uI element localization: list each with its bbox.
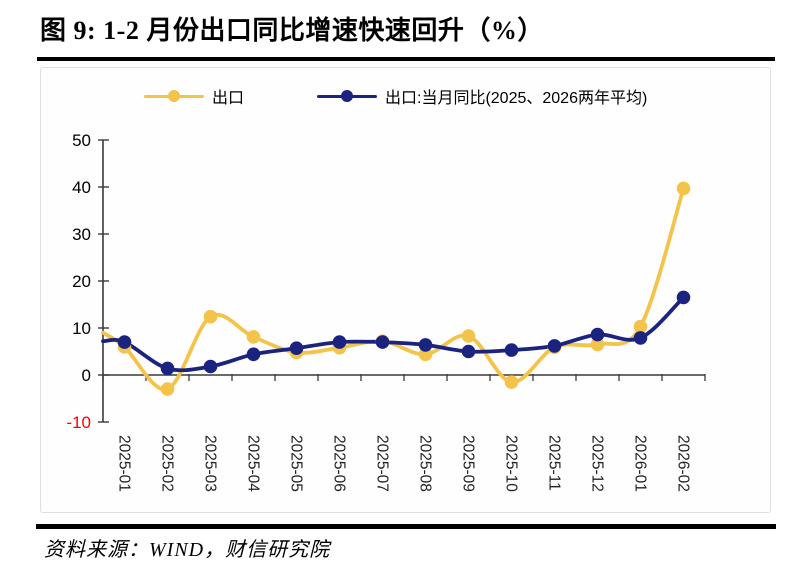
y-axis-label: -10 — [66, 413, 91, 432]
series-1-point-2025-11 — [547, 339, 562, 353]
series-1-point-2025-08 — [418, 338, 433, 352]
x-axis-label: 2025-12 — [589, 435, 606, 492]
x-axis-label: 2025-05 — [288, 435, 305, 492]
x-axis-label: 2025-11 — [546, 435, 563, 491]
x-axis-label: 2025-08 — [417, 435, 434, 492]
title-divider — [37, 57, 775, 61]
series-0-point-2026-01 — [633, 319, 648, 334]
x-axis-label: 2025-02 — [159, 435, 176, 492]
series-1-point-2025-05 — [289, 341, 304, 356]
y-axis-label: 40 — [72, 178, 91, 197]
legend-item-1: 出口:当月同比(2025、2026两年平均) — [317, 85, 647, 107]
series-1-point-2025-09 — [461, 344, 476, 359]
y-axis-label: 10 — [72, 319, 91, 338]
x-axis-label: 2025-06 — [331, 435, 348, 492]
y-axis-label: 50 — [72, 131, 91, 150]
series-0-point-2025-04 — [246, 330, 261, 344]
x-axis-label: 2026-02 — [675, 435, 692, 492]
legend-label: 出口:当月同比(2025、2026两年平均) — [385, 90, 648, 107]
legend-marker-icon — [317, 85, 377, 107]
x-axis-label: 2025-09 — [460, 435, 477, 492]
series-1-point-2025-03 — [203, 359, 218, 374]
series-1-point-2026-01 — [633, 331, 648, 345]
y-axis-label: 20 — [72, 272, 91, 291]
x-axis-label: 2026-01 — [632, 435, 649, 492]
legend-label: 出口 — [212, 90, 245, 107]
data-source-note: 资料来源：WIND，财信研究院 — [44, 539, 331, 561]
series-1-point-2025-04 — [246, 347, 261, 362]
x-axis-label: 2025-10 — [503, 435, 520, 492]
chart-area: 出口 出口:当月同比(2025、2026两年平均) 50 40 30 20 10 0 -10 2… — [40, 67, 771, 513]
series-0-point-2025-12 — [590, 337, 605, 352]
x-axis-label: 2025-03 — [202, 435, 219, 492]
legend-marker-icon — [144, 85, 204, 107]
series-0-point-2025-03 — [203, 309, 218, 324]
series-1-point-2026-02 — [676, 290, 691, 305]
series-0-point-2025-09 — [461, 329, 476, 343]
series-1-point-2025-06 — [332, 335, 347, 349]
series-1-point-2025-02 — [160, 361, 175, 376]
chart-title: 图 9: 1-2 月份出口同比增速快速回升（%） — [40, 16, 544, 45]
x-axis-label: 2025-04 — [245, 435, 262, 492]
series-0-point-2026-02 — [676, 181, 691, 196]
series-line-0 — [101, 186, 686, 392]
series-0-point-2025-02 — [160, 382, 175, 396]
series-1-point-2025-12 — [590, 327, 605, 342]
line-chart-plot: 50 40 30 20 10 0 -10 2025-01 2025-02 2025-03 2025-… — [66, 131, 706, 492]
series-1-point-2025-10 — [504, 343, 519, 357]
y-axis-label: 0 — [82, 366, 91, 385]
x-axis-label: 2025-07 — [374, 435, 391, 492]
legend-item-0: 出口 — [144, 85, 244, 107]
series-0-point-2025-10 — [504, 375, 519, 389]
series-1-point-2025-01 — [117, 335, 132, 349]
y-axis-label: 30 — [72, 225, 91, 244]
footer-divider — [36, 524, 776, 529]
series-0-point-2025-08 — [418, 347, 433, 362]
x-axis-label: 2025-01 — [116, 435, 133, 492]
series-1-point-2025-07 — [375, 335, 390, 349]
